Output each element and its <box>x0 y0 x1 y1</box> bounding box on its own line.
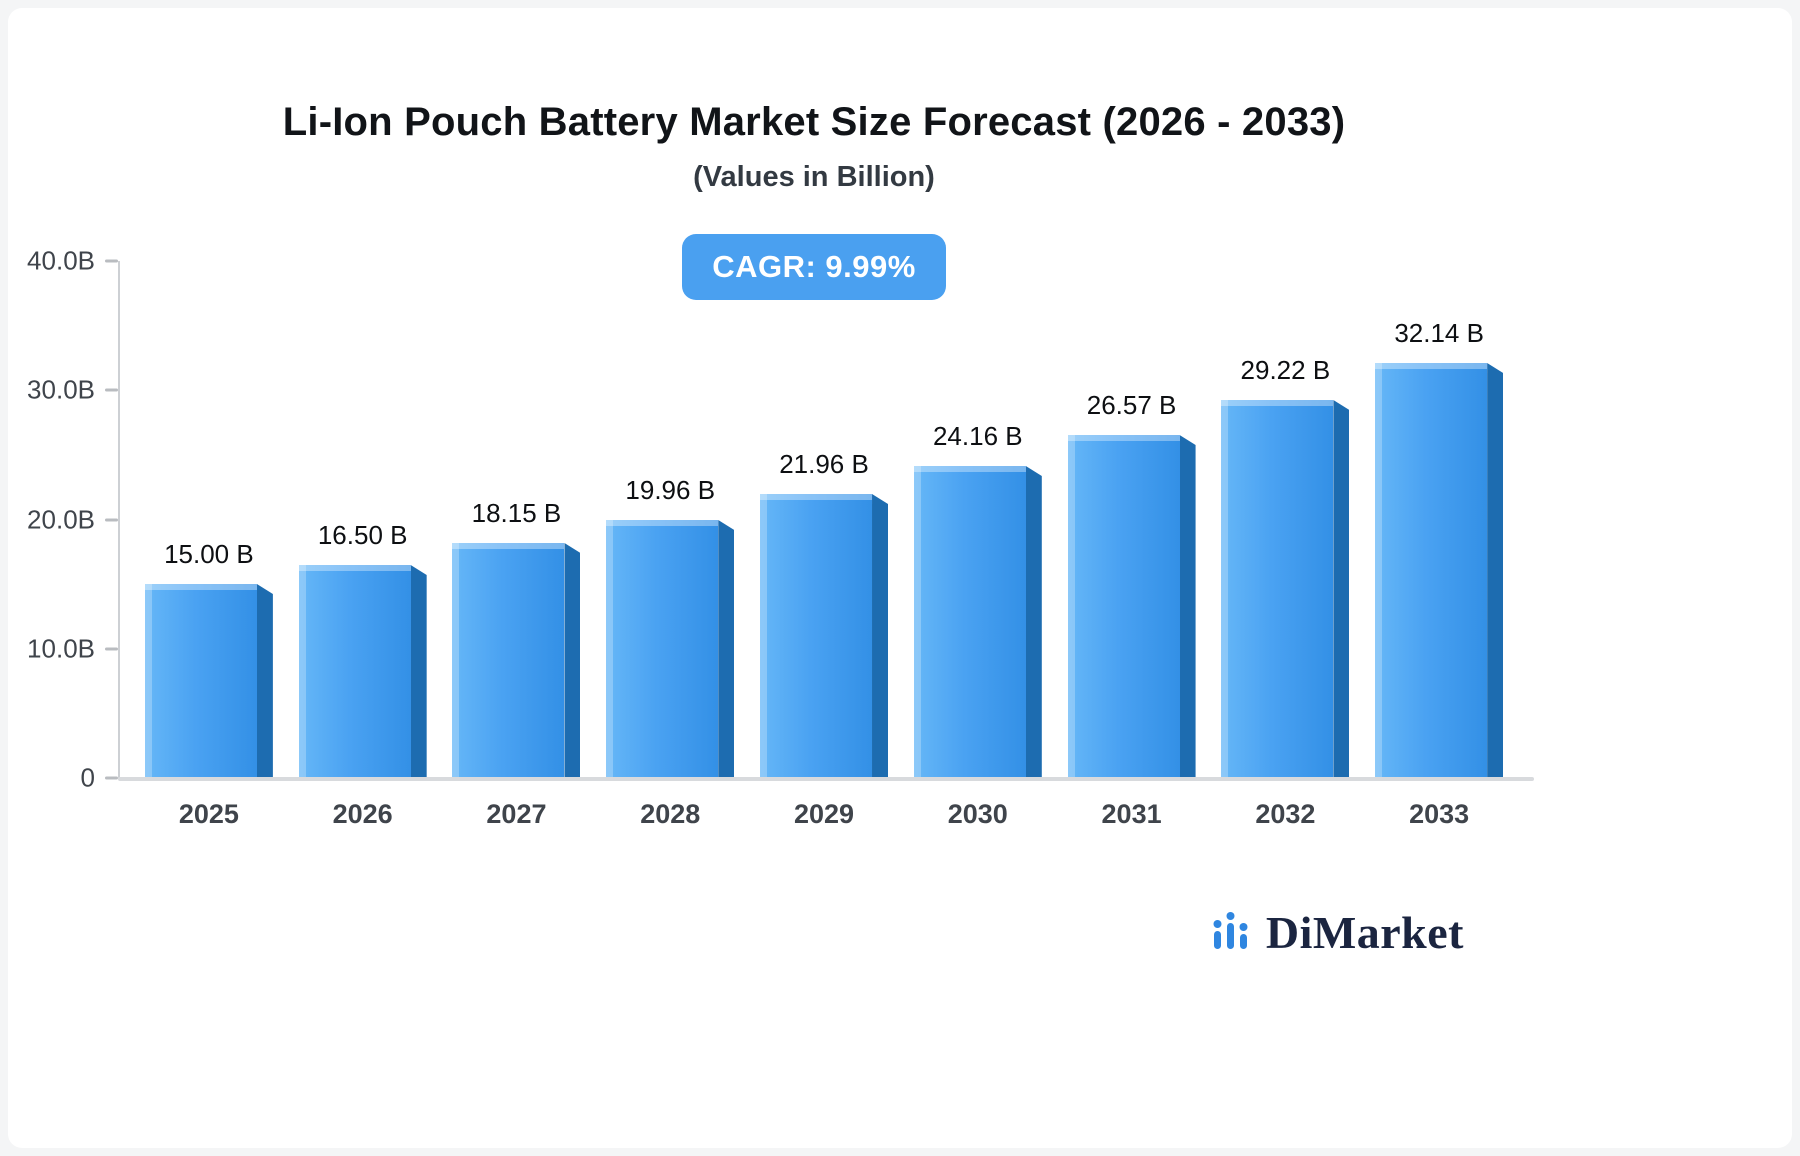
y-tick-mark <box>105 647 118 651</box>
x-axis-label: 2026 <box>332 799 393 829</box>
x-axis-label: 2027 <box>486 799 547 829</box>
y-tick: 20.0B <box>27 504 118 535</box>
brand-logo-text: DiMarket <box>1265 907 1464 958</box>
y-tick-label: 40.0B <box>27 245 95 276</box>
bar <box>1221 400 1350 778</box>
y-tick-mark <box>105 388 118 392</box>
bar-face <box>760 494 873 778</box>
bars-container: 15.00 B 2025 16.50 B 2026 18.15 B 2027 19.96 B… <box>120 261 1528 829</box>
y-tick: 40.0B <box>27 246 118 277</box>
x-axis-label: 2025 <box>178 799 239 829</box>
bar-value-label: 24.16 B <box>932 421 1023 451</box>
bar-face <box>1067 435 1180 778</box>
bar <box>606 520 735 778</box>
bar <box>144 584 273 778</box>
bar-group: 21.96 B 2029 <box>747 261 901 829</box>
bar-face <box>606 520 719 778</box>
bar-chart-logo-icon <box>1208 907 1254 958</box>
chart-header: Li-Ion Pouch Battery Market Size Forecas… <box>8 8 1620 300</box>
bar-group: 19.96 B 2028 <box>593 261 747 829</box>
cagr-badge: CAGR: 9.99% <box>682 234 946 300</box>
bar-side-shade <box>410 565 427 778</box>
bar-side-shade <box>872 494 889 778</box>
bar <box>1375 363 1504 778</box>
y-tick-label: 0 <box>80 762 95 793</box>
bar <box>760 494 889 778</box>
x-axis-label: 2032 <box>1255 799 1316 829</box>
y-tick: 10.0B <box>27 633 118 664</box>
chart-subtitle: (Values in Billion) <box>693 161 935 193</box>
bar-face <box>1221 400 1334 778</box>
x-axis-label: 2029 <box>793 799 855 829</box>
bar-side-shade <box>564 543 581 778</box>
bar <box>1067 435 1196 778</box>
bar-face <box>452 543 565 778</box>
bar-group: 16.50 B 2026 <box>286 261 440 829</box>
bar-group: 15.00 B 2025 <box>132 261 286 829</box>
chart-card: Li-Ion Pouch Battery Market Size Forecas… <box>8 8 1792 1148</box>
bar-value-label: 21.96 B <box>779 449 869 479</box>
bar-face <box>144 584 257 778</box>
bar-side-shade <box>1025 466 1042 778</box>
bar-face <box>1375 363 1488 778</box>
y-tick-label: 10.0B <box>27 633 95 664</box>
bar-value-label: 26.57 B <box>1086 390 1177 420</box>
y-tick-label: 30.0B <box>27 374 95 405</box>
x-axis-label: 2033 <box>1409 799 1470 829</box>
x-axis-baseline <box>118 777 1534 781</box>
bar-group: 26.57 B 2031 <box>1055 261 1209 829</box>
x-axis-label: 2030 <box>947 799 1008 829</box>
bar-value-label: 19.96 B <box>625 475 716 505</box>
bar-value-label: 16.50 B <box>317 520 408 550</box>
bar-side-shade <box>1487 363 1504 778</box>
bar-side-shade <box>1179 435 1196 778</box>
plot-area: 0 10.0B 20.0B 30.0B 40.0B 15.00 B 2025 16.50 B… <box>27 246 1534 829</box>
bar-face <box>298 565 411 778</box>
bar-value-label: 18.15 B <box>471 498 562 528</box>
bar-value-label: 29.22 B <box>1240 355 1331 385</box>
bar-group: 29.22 B 2032 <box>1208 261 1362 829</box>
bar <box>298 565 427 778</box>
y-tick-label: 20.0B <box>27 504 95 534</box>
bar-value-label: 32.14 B <box>1394 318 1484 348</box>
bar-side-shade <box>718 520 735 778</box>
bar <box>452 543 581 778</box>
bar-group: 24.16 B 2030 <box>901 261 1055 829</box>
y-tick: 0 <box>81 763 118 794</box>
bar-value-label: 15.00 B <box>164 539 254 569</box>
y-axis: 0 10.0B 20.0B 30.0B 40.0B <box>8 246 118 793</box>
bar-group: 32.14 B 2033 <box>1362 261 1516 829</box>
chart-title: Li-Ion Pouch Battery Market Size Forecas… <box>282 100 1346 144</box>
bar-group: 18.15 B 2027 <box>440 261 594 829</box>
x-axis-label: 2031 <box>1101 799 1162 829</box>
bar <box>913 466 1042 778</box>
y-tick-mark <box>105 776 118 780</box>
brand-logo: DiMarket <box>1208 906 1464 959</box>
x-axis-label: 2028 <box>640 799 701 829</box>
bar-face <box>913 466 1026 778</box>
y-tick-mark <box>105 259 118 263</box>
bar-side-shade <box>256 584 273 778</box>
bar-side-shade <box>1333 400 1350 778</box>
y-tick-mark <box>105 518 118 521</box>
y-tick: 30.0B <box>27 375 118 406</box>
